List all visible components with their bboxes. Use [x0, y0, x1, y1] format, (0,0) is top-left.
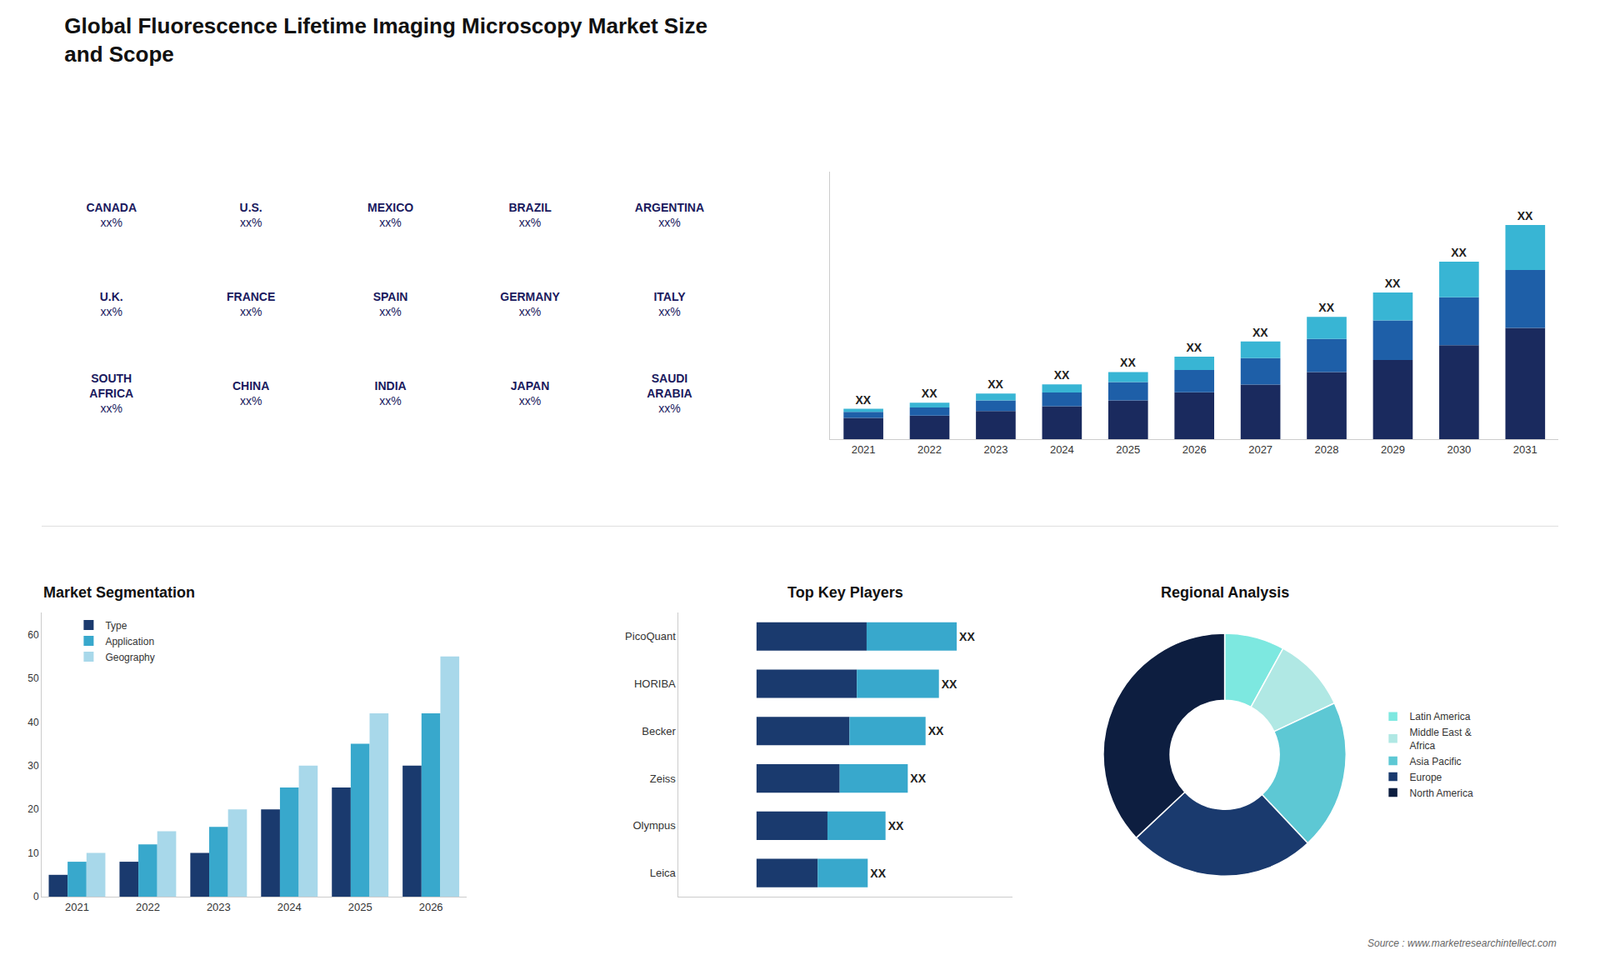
svg-text:60: 60 — [27, 629, 40, 641]
svg-text:BRAZILxx%: BRAZILxx% — [508, 200, 552, 230]
svg-text:Middle East &Africa: Middle East &Africa — [1410, 726, 1472, 752]
svg-text:Geography: Geography — [105, 651, 155, 664]
svg-text:XX: XX — [1517, 209, 1534, 223]
svg-text:SPAINxx%: SPAINxx% — [373, 290, 409, 319]
svg-text:CANADAxx%: CANADAxx% — [85, 200, 137, 230]
svg-text:50: 50 — [27, 672, 40, 685]
svg-text:Leica: Leica — [650, 866, 677, 880]
svg-text:Top Key Players: Top Key Players — [787, 584, 904, 601]
svg-text:XX: XX — [855, 393, 871, 407]
svg-text:XX: XX — [1450, 245, 1467, 260]
svg-text:U.S.xx%: U.S.xx% — [240, 200, 263, 230]
svg-text:CHINAxx%: CHINAxx% — [232, 379, 270, 408]
svg-text:Market Segmentation: Market Segmentation — [43, 584, 195, 601]
svg-text:XX: XX — [870, 866, 886, 880]
svg-text:2022: 2022 — [135, 900, 160, 914]
svg-text:U.K.xx%: U.K.xx% — [100, 290, 124, 319]
svg-text:PicoQuant: PicoQuant — [625, 630, 676, 643]
svg-text:XX: XX — [1186, 340, 1203, 355]
svg-text:2028: 2028 — [1315, 443, 1340, 456]
svg-text:2023: 2023 — [983, 443, 1008, 456]
svg-text:Zeiss: Zeiss — [650, 772, 677, 785]
svg-text:XX: XX — [1252, 325, 1269, 340]
svg-text:XX: XX — [987, 377, 1004, 391]
svg-text:XX: XX — [1385, 276, 1401, 290]
svg-text:ARGENTINAxx%: ARGENTINAxx% — [635, 200, 705, 230]
svg-text:GERMANYxx%: GERMANYxx% — [500, 290, 560, 319]
svg-text:2030: 2030 — [1446, 443, 1471, 456]
svg-text:XX: XX — [910, 771, 926, 785]
svg-text:2022: 2022 — [917, 443, 942, 456]
svg-text:40: 40 — [27, 716, 40, 729]
svg-text:Regional Analysis: Regional Analysis — [1160, 584, 1290, 601]
svg-text:30: 30 — [27, 760, 40, 772]
svg-text:2026: 2026 — [419, 900, 444, 914]
svg-text:20: 20 — [27, 803, 40, 815]
svg-text:Source : www.marketresearchint: Source : www.marketresearchintellect.com — [1367, 937, 1557, 950]
svg-text:2029: 2029 — [1380, 443, 1405, 456]
svg-text:2026: 2026 — [1182, 443, 1207, 456]
svg-text:0: 0 — [33, 890, 40, 903]
svg-text:XX: XX — [888, 819, 905, 833]
svg-text:Latin America: Latin America — [1410, 710, 1471, 723]
svg-text:ITALYxx%: ITALYxx% — [653, 290, 686, 319]
svg-text:MEXICOxx%: MEXICOxx% — [367, 200, 414, 230]
svg-text:North America: North America — [1410, 787, 1474, 800]
svg-text:XX: XX — [959, 630, 975, 644]
svg-text:Becker: Becker — [641, 725, 676, 738]
svg-text:XX: XX — [1318, 300, 1335, 315]
svg-text:2031: 2031 — [1513, 443, 1538, 456]
svg-text:Asia Pacific: Asia Pacific — [1410, 755, 1462, 768]
svg-text:2025: 2025 — [1115, 443, 1140, 456]
svg-text:XX: XX — [1054, 368, 1070, 382]
svg-text:2021: 2021 — [65, 900, 90, 914]
svg-text:Type: Type — [105, 620, 127, 632]
svg-text:Europe: Europe — [1410, 771, 1443, 784]
svg-text:SAUDIARABIAxx%: SAUDIARABIAxx% — [646, 371, 692, 415]
svg-text:XX: XX — [1120, 355, 1136, 370]
svg-text:10: 10 — [27, 847, 40, 860]
svg-text:XX: XX — [928, 724, 945, 738]
svg-text:HORIBA: HORIBA — [634, 677, 676, 690]
svg-text:2027: 2027 — [1248, 443, 1273, 456]
svg-text:JAPANxx%: JAPANxx% — [510, 379, 550, 408]
svg-text:SOUTHAFRICAxx%: SOUTHAFRICAxx% — [89, 371, 134, 415]
svg-text:Global Fluorescence Lifetime I: Global Fluorescence Lifetime Imaging Mic… — [64, 13, 708, 67]
svg-text:Olympus: Olympus — [633, 819, 677, 832]
svg-text:XX: XX — [941, 677, 958, 691]
svg-text:2025: 2025 — [348, 900, 373, 914]
svg-text:FRANCExx%: FRANCExx% — [226, 290, 275, 319]
svg-text:2024: 2024 — [1050, 443, 1075, 456]
svg-text:2023: 2023 — [206, 900, 231, 914]
svg-text:2021: 2021 — [851, 443, 876, 456]
svg-text:Application: Application — [105, 635, 155, 648]
svg-text:XX: XX — [921, 386, 938, 400]
svg-text:INDIAxx%: INDIAxx% — [375, 379, 407, 408]
svg-text:2024: 2024 — [277, 900, 302, 914]
